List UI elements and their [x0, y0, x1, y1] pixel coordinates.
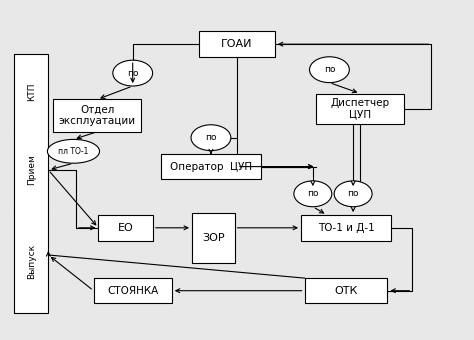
Text: Отдел
эксплуатации: Отдел эксплуатации [59, 105, 136, 126]
Text: по: по [324, 65, 335, 74]
Ellipse shape [294, 181, 332, 207]
Text: Оператор  ЦУП: Оператор ЦУП [170, 162, 252, 172]
Text: Выпуск: Выпуск [27, 244, 36, 279]
Bar [53, 99, 141, 132]
Text: по: по [307, 189, 319, 198]
Text: по: по [347, 189, 359, 198]
Text: по: по [127, 69, 138, 78]
Text: Прием: Прием [27, 155, 36, 185]
Bar [94, 278, 172, 304]
Ellipse shape [191, 125, 231, 151]
Bar [99, 215, 153, 241]
Text: ЕО: ЕО [118, 223, 134, 233]
Text: пл ТО-1: пл ТО-1 [58, 147, 89, 156]
Bar [14, 54, 48, 313]
Text: СТОЯНКА: СТОЯНКА [107, 286, 158, 296]
Text: Диспетчер
ЦУП: Диспетчер ЦУП [331, 98, 390, 120]
Text: по: по [205, 133, 217, 142]
Text: ОТК: ОТК [334, 286, 358, 296]
Text: КТП: КТП [27, 83, 36, 101]
Bar [161, 154, 261, 179]
Bar [316, 94, 404, 124]
Ellipse shape [310, 57, 349, 83]
Bar [301, 215, 391, 241]
Text: ТО-1 и Д-1: ТО-1 и Д-1 [318, 223, 374, 233]
Text: ГОАИ: ГОАИ [221, 39, 253, 49]
Ellipse shape [47, 139, 100, 163]
Ellipse shape [334, 181, 372, 207]
Bar [192, 214, 235, 262]
Ellipse shape [113, 60, 153, 86]
Bar [304, 278, 387, 304]
Bar [199, 32, 275, 57]
Text: ЗОР: ЗОР [202, 233, 225, 243]
